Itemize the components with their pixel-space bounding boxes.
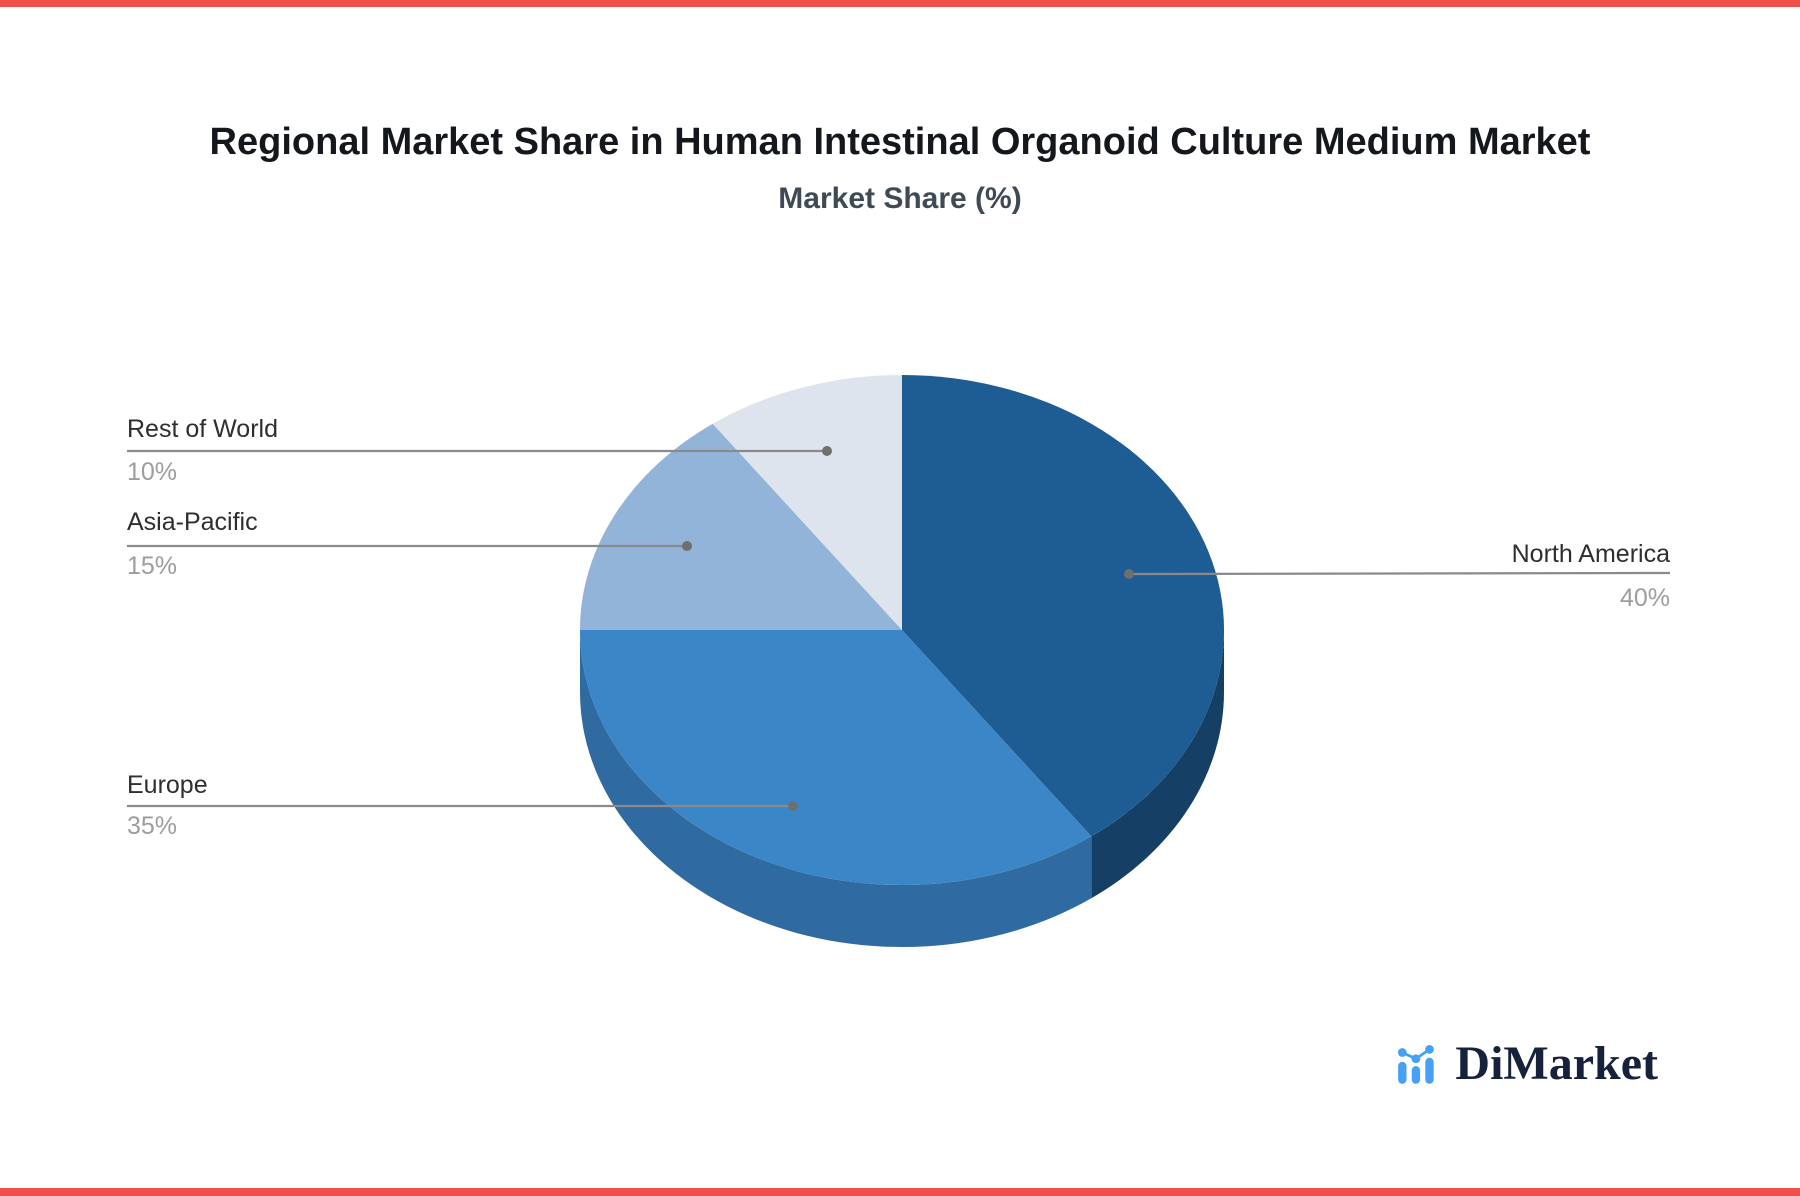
value-asia-pacific: 15% (127, 552, 178, 580)
label-europe: Europe (127, 771, 208, 799)
label-rest-of-world: Rest of World (127, 415, 278, 443)
dimarket-logo: DiMarket (1395, 1040, 1658, 1088)
value-north-america: 40% (1619, 584, 1670, 612)
leader-line-north-america (1128, 571, 1671, 576)
value-europe: 35% (127, 812, 178, 840)
top-edge-bar (0, 0, 1800, 7)
pie-slice-rest-of-world (712, 375, 902, 630)
leader-dot-north-america (1124, 569, 1134, 579)
chart-title: Regional Market Share in Human Intestina… (209, 121, 1591, 163)
leader-dots (682, 446, 1134, 811)
pie-slice-asia-pacific (580, 423, 902, 630)
value-rest-of-world: 10% (127, 458, 178, 486)
pie-slice-europe (579, 630, 1092, 886)
bottom-edge-bar (0, 1188, 1800, 1196)
pie-slice-north-america (902, 375, 1225, 837)
pie-wall-north-america (1091, 630, 1224, 899)
chart-subtitle: Market Share (%) (778, 182, 1022, 215)
label-north-america: North America (1511, 540, 1670, 568)
leader-lines (127, 449, 1671, 808)
pie-wall-europe (579, 630, 1092, 948)
leader-dot-asia-pacific (682, 541, 692, 551)
leader-dot-europe (788, 801, 798, 811)
label-asia-pacific: Asia-Pacific (127, 508, 258, 536)
dimarket-logo-text: DiMarket (1455, 1037, 1658, 1090)
leader-dot-rest-of-world (822, 446, 832, 456)
bar-line-chart-icon (1398, 1044, 1435, 1084)
